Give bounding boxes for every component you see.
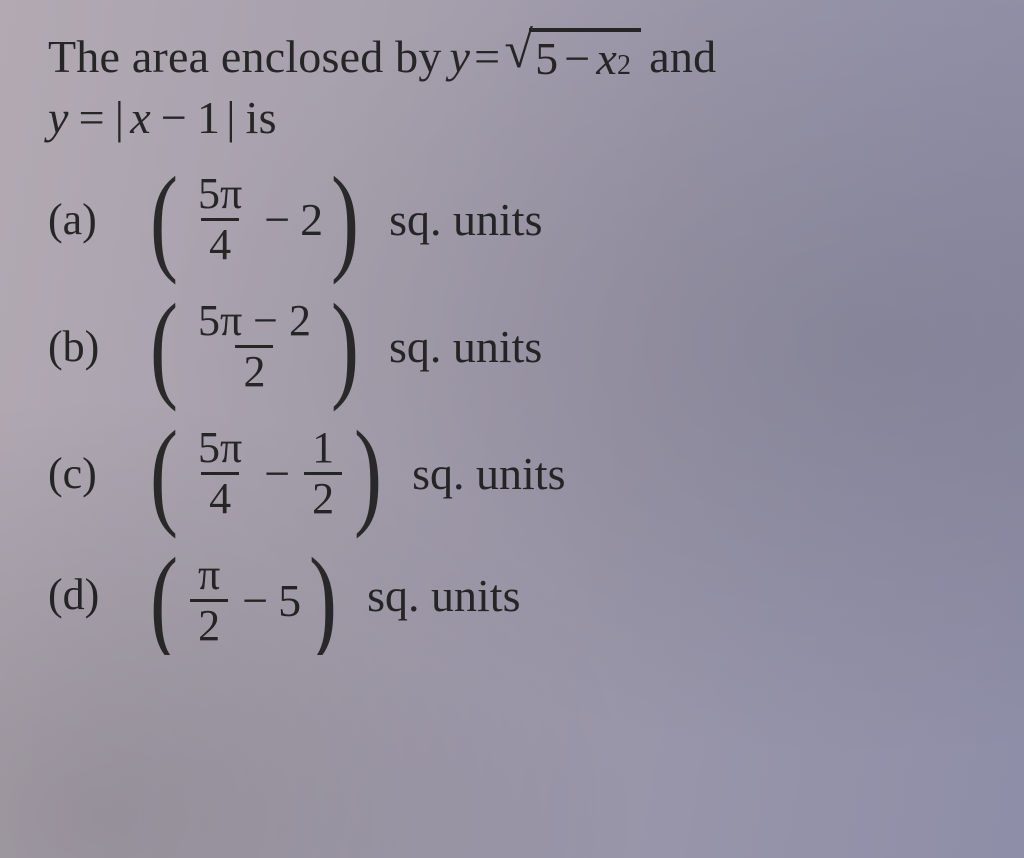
- eq2-abs-1: 1: [197, 89, 220, 148]
- option-b-fraction: 5π − 2 2: [190, 297, 319, 396]
- question-line-1: The area enclosed by y = √ 5 − x 2 and: [48, 28, 984, 87]
- option-d: (d) ( π 2 − 5 ) sq. units: [48, 551, 984, 655]
- eq1-equals: =: [474, 28, 500, 87]
- eq2-equals: =: [75, 89, 109, 148]
- left-paren-icon: (: [150, 562, 178, 639]
- eq1-lhs: y: [450, 28, 471, 87]
- option-d-op: −: [242, 574, 268, 627]
- eq2-abs-op: −: [157, 89, 191, 148]
- option-b-num: 5π − 2: [190, 297, 319, 345]
- radicand-op: −: [558, 36, 596, 82]
- option-a-den: 4: [201, 218, 239, 269]
- option-d-expr: ( π 2 − 5 ): [144, 551, 343, 650]
- question-stem: The area enclosed by y = √ 5 − x 2 and y: [48, 28, 984, 148]
- question-block: The area enclosed by y = √ 5 − x 2 and y: [0, 0, 1024, 675]
- option-c-expr: ( 5π 4 − 1 2 ): [144, 424, 388, 523]
- left-paren-icon: (: [150, 425, 178, 521]
- option-c-fraction-1: 5π 4: [190, 424, 250, 523]
- eq1-sqrt: √ 5 − x 2: [504, 28, 641, 82]
- option-b-units: sq. units: [389, 320, 542, 373]
- right-paren-icon: ): [309, 562, 337, 639]
- option-c: (c) ( 5π 4 − 1 2 ) sq. units: [48, 424, 984, 523]
- eq1: y = √ 5 − x 2: [450, 28, 642, 87]
- option-d-num: π: [190, 551, 228, 599]
- option-a-units: sq. units: [389, 193, 542, 246]
- option-a-label: (a): [48, 194, 126, 245]
- option-a-fraction: 5π 4: [190, 170, 250, 269]
- option-c-fraction-2: 1 2: [304, 424, 342, 523]
- option-a-op: −: [264, 193, 290, 246]
- radicand-a: 5: [535, 36, 558, 82]
- stem-text-1: The area enclosed by: [48, 28, 442, 87]
- option-b: (b) ( 5π − 2 2 ) sq. units: [48, 297, 984, 396]
- option-d-units: sq. units: [367, 551, 520, 622]
- eq2-lhs: y: [48, 89, 69, 148]
- eq2-abs-x: x: [130, 89, 151, 148]
- stem-text-is: is: [242, 89, 277, 148]
- option-d-tail: 5: [278, 574, 301, 627]
- option-c-den1: 4: [201, 472, 239, 523]
- option-d-fraction: π 2: [190, 551, 228, 650]
- option-b-label: (b): [48, 321, 126, 372]
- option-c-num1: 5π: [190, 424, 250, 472]
- right-paren-icon: ): [331, 298, 359, 394]
- left-paren-icon: (: [150, 171, 178, 267]
- option-d-label: (d): [48, 551, 126, 620]
- option-c-units: sq. units: [412, 447, 565, 500]
- radicand-b: x: [596, 36, 617, 82]
- option-a: (a) ( 5π 4 − 2 ) sq. units: [48, 170, 984, 269]
- eq2-abs-open: |: [115, 89, 124, 148]
- option-b-den: 2: [235, 345, 273, 396]
- option-c-op: −: [264, 447, 290, 500]
- option-b-expr: ( 5π − 2 2 ): [144, 297, 365, 396]
- options-list: (a) ( 5π 4 − 2 ) sq. units (b) (: [48, 170, 984, 655]
- option-c-label: (c): [48, 448, 126, 499]
- option-d-den: 2: [190, 599, 228, 650]
- right-paren-icon: ): [354, 425, 382, 521]
- option-c-num2: 1: [304, 424, 342, 472]
- eq1-radicand: 5 − x 2: [529, 28, 641, 82]
- option-a-tail: 2: [300, 193, 323, 246]
- left-paren-icon: (: [150, 298, 178, 394]
- option-c-den2: 2: [304, 472, 342, 523]
- option-a-num: 5π: [190, 170, 250, 218]
- eq2-abs-close: |: [226, 89, 235, 148]
- question-line-2: y = | x − 1 | is: [48, 89, 984, 148]
- right-paren-icon: ): [331, 171, 359, 267]
- stem-text-and: and: [649, 28, 716, 87]
- option-a-expr: ( 5π 4 − 2 ): [144, 170, 365, 269]
